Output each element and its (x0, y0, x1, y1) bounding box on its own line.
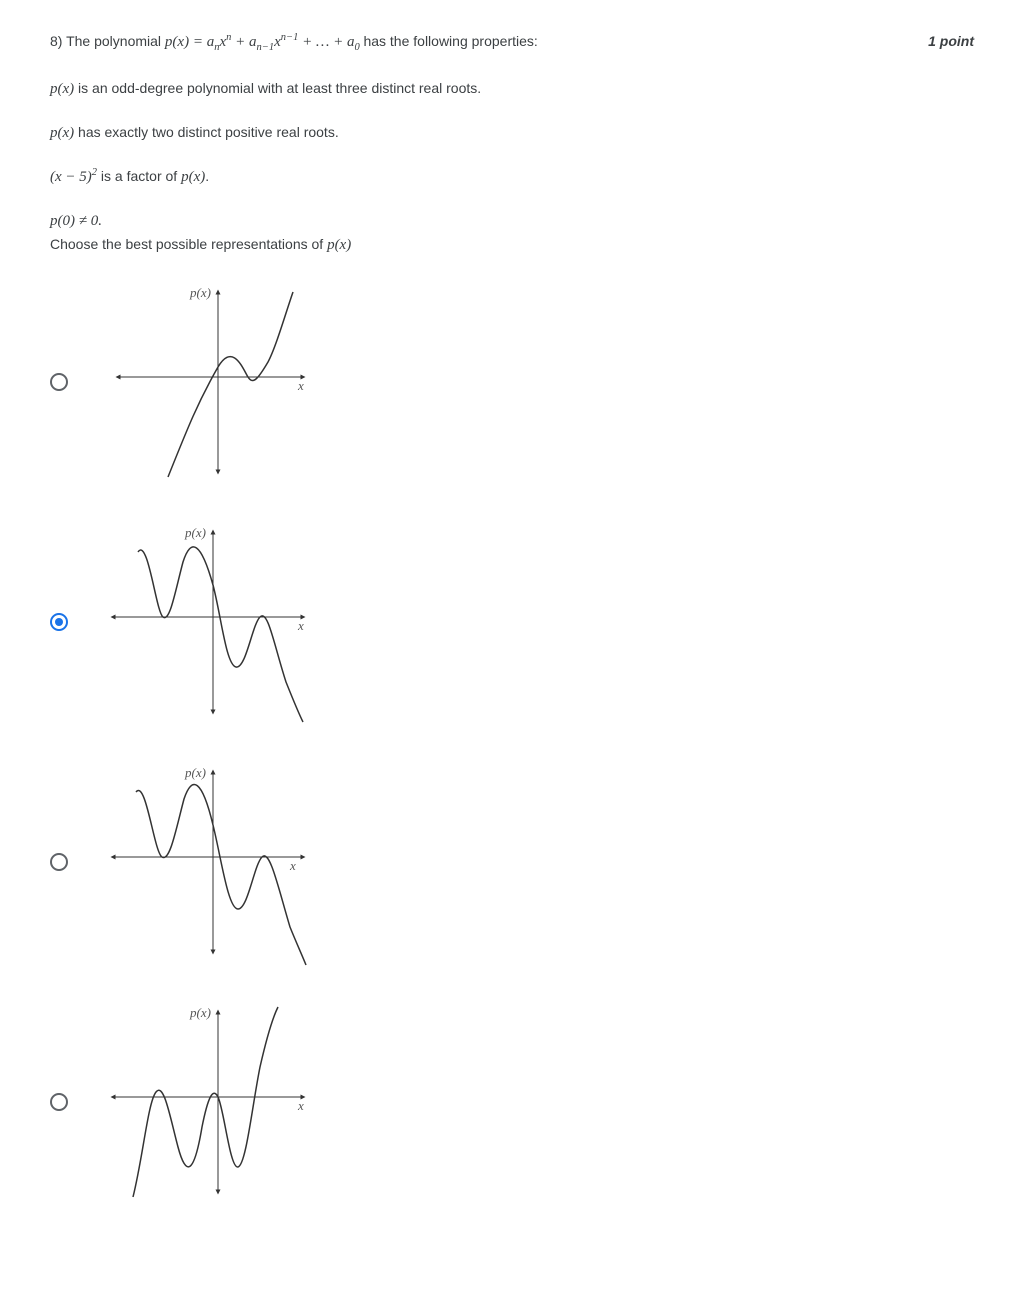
stmt2-text: has exactly two distinct positive real r… (74, 124, 339, 140)
question-number: 8) (50, 33, 62, 49)
stmt1-text: is an odd-degree polynomial with at leas… (74, 80, 481, 96)
question-intro: The polynomial (66, 33, 161, 49)
statement-3: (x − 5)2 is a factor of p(x). (50, 165, 974, 189)
points-label: 1 point (928, 30, 974, 52)
statement-2: p(x) has exactly two distinct positive r… (50, 121, 974, 145)
question-trail: has the following properties: (363, 33, 537, 49)
graph-a: p(x) x (98, 277, 318, 487)
statement-1: p(x) is an odd-degree polynomial with at… (50, 77, 974, 101)
poly-expr: p(x) = anxn + an−1xn−1 + … + a0 (165, 34, 364, 50)
x-label-d: x (297, 1098, 304, 1113)
x-label-c: x (289, 858, 296, 873)
stmt3-mid: is a factor of (97, 168, 181, 184)
graph-d: p(x) x (98, 997, 318, 1207)
radio-d[interactable] (50, 1093, 68, 1111)
radio-a[interactable] (50, 373, 68, 391)
x-label-a: x (297, 378, 304, 393)
graph-b: p(x) x (98, 517, 318, 727)
options-list: p(x) x p(x) x (50, 277, 974, 1207)
stmt4-expr: p(0) ≠ 0. (50, 213, 102, 229)
y-label-b: p(x) (184, 525, 206, 540)
radio-c[interactable] (50, 853, 68, 871)
stmt2-px: p(x) (50, 125, 74, 141)
stmt1-px: p(x) (50, 81, 74, 97)
y-label-d: p(x) (189, 1005, 211, 1020)
option-b[interactable]: p(x) x (50, 517, 974, 727)
option-d[interactable]: p(x) x (50, 997, 974, 1207)
statement-4: p(0) ≠ 0. Choose the best possible repre… (50, 209, 974, 257)
option-c[interactable]: p(x) x (50, 757, 974, 967)
radio-b[interactable] (50, 613, 68, 631)
stmt3-px: p(x) (181, 169, 205, 185)
y-label-c: p(x) (184, 765, 206, 780)
y-label-a: p(x) (189, 285, 211, 300)
choose-text: Choose the best possible representations… (50, 236, 327, 252)
question-stem: 8) The polynomial p(x) = anxn + an−1xn−1… (50, 30, 928, 57)
choose-px: p(x) (327, 237, 351, 253)
graph-c: p(x) x (98, 757, 318, 967)
x-label-b: x (297, 618, 304, 633)
option-a[interactable]: p(x) x (50, 277, 974, 487)
stmt3-expr: (x − 5)2 (50, 169, 97, 185)
